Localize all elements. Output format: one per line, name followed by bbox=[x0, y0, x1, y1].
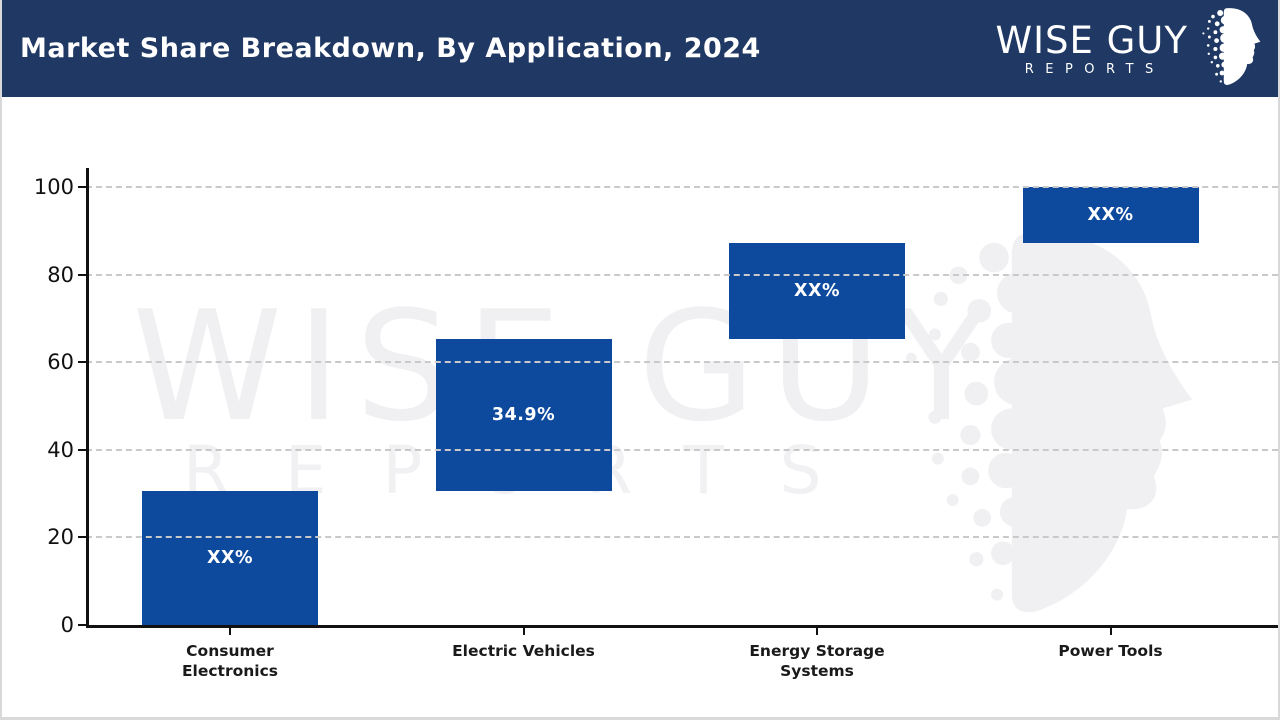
y-tick-mark bbox=[78, 186, 86, 188]
x-tick-mark bbox=[522, 628, 525, 635]
y-tick-label: 60 bbox=[47, 350, 74, 375]
logo-subtitle: REPORTS bbox=[1024, 61, 1165, 77]
y-gridline bbox=[86, 448, 1278, 451]
bar-consumer-electronics: XX% bbox=[142, 491, 318, 625]
y-tick-mark bbox=[78, 273, 86, 276]
x-tick-mark bbox=[229, 628, 231, 635]
category-label: Consumer Electronics bbox=[181, 642, 279, 680]
x-tick-mark bbox=[1109, 628, 1112, 635]
y-tick-label: 100 bbox=[33, 175, 74, 199]
y-gridline bbox=[86, 536, 1278, 539]
bar-value-label: XX% bbox=[206, 548, 254, 569]
chart-title: Market Share Breakdown, By Application, … bbox=[20, 33, 761, 64]
frame-border-left bbox=[0, 0, 2, 720]
y-tick-label: 20 bbox=[47, 525, 74, 550]
y-tick-label: 0 bbox=[60, 613, 74, 637]
y-axis-line bbox=[86, 168, 89, 628]
wiseguy-logo: WISE GUY REPORTS bbox=[996, 7, 1264, 91]
bar-electric-vehicles: 34.9% bbox=[435, 338, 612, 492]
y-gridline bbox=[86, 186, 1278, 188]
wiseguy-logo-text: WISE GUY REPORTS bbox=[995, 18, 1188, 78]
y-tick-mark bbox=[78, 448, 86, 451]
y-tick-mark bbox=[78, 536, 86, 539]
bar-value-label: XX% bbox=[1087, 204, 1134, 225]
watermark-face-icon bbox=[855, 228, 1210, 642]
frame-border-bottom bbox=[0, 717, 1280, 720]
category-label: Energy Storage Systems bbox=[749, 642, 885, 680]
y-tick-label: 80 bbox=[47, 262, 74, 287]
category-label: Power Tools bbox=[1058, 642, 1163, 660]
logo-wordmark: WISE GUY bbox=[995, 18, 1188, 62]
bar-value-label: 34.9% bbox=[491, 404, 556, 425]
bar-power-tools: XX% bbox=[1022, 187, 1199, 243]
y-tick-mark bbox=[78, 361, 86, 364]
category-label: Electric Vehicles bbox=[452, 642, 595, 660]
bar-energy-storage-systems: XX% bbox=[729, 242, 905, 339]
y-tick-label: 40 bbox=[47, 437, 74, 462]
y-gridline bbox=[86, 273, 1278, 276]
frame-border-right bbox=[1278, 0, 1280, 720]
header-bar: Market Share Breakdown, By Application, … bbox=[0, 0, 1280, 97]
y-tick-mark bbox=[78, 624, 86, 626]
x-axis-line bbox=[86, 625, 1278, 628]
bar-value-label: XX% bbox=[793, 280, 841, 301]
y-gridline bbox=[86, 361, 1278, 364]
wiseguy-face-icon bbox=[1192, 7, 1264, 91]
x-tick-mark bbox=[816, 628, 818, 635]
